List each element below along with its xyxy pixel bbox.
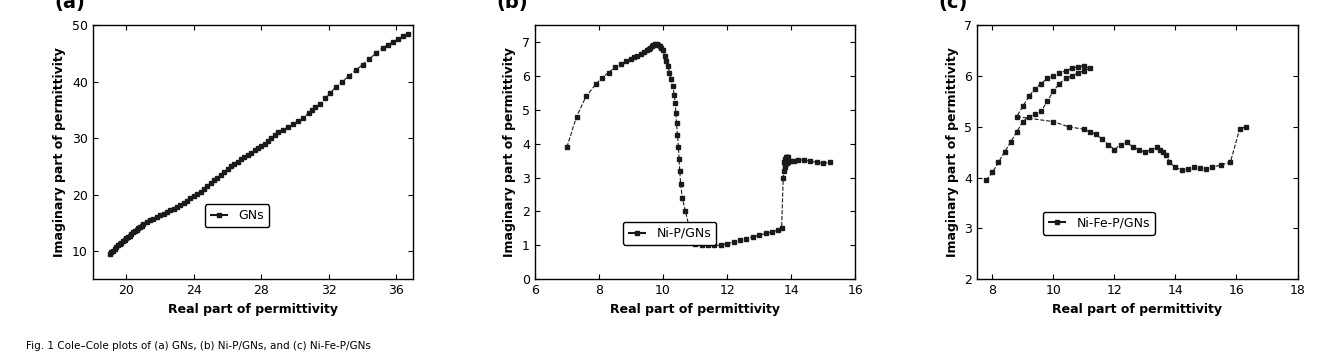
Text: (c): (c) (939, 0, 968, 12)
Text: (b): (b) (496, 0, 528, 12)
X-axis label: Real part of permittivity: Real part of permittivity (1053, 303, 1222, 316)
Y-axis label: Imaginary part of permittivity: Imaginary part of permittivity (503, 47, 516, 257)
Text: Fig. 1 Cole–Cole plots of (a) GNs, (b) Ni-P/GNs, and (c) Ni-Fe-P/GNs: Fig. 1 Cole–Cole plots of (a) GNs, (b) N… (26, 341, 371, 351)
X-axis label: Real part of permittivity: Real part of permittivity (168, 303, 338, 316)
Y-axis label: Imaginary part of permittivity: Imaginary part of permittivity (945, 47, 959, 257)
Text: (a): (a) (54, 0, 85, 12)
Y-axis label: Imaginary part of permittivity: Imaginary part of permittivity (53, 47, 66, 257)
X-axis label: Real part of permittivity: Real part of permittivity (610, 303, 780, 316)
Legend: GNs: GNs (205, 204, 269, 227)
Legend: Ni-Fe-P/GNs: Ni-Fe-P/GNs (1043, 212, 1155, 235)
Legend: Ni-P/GNs: Ni-P/GNs (622, 222, 716, 245)
